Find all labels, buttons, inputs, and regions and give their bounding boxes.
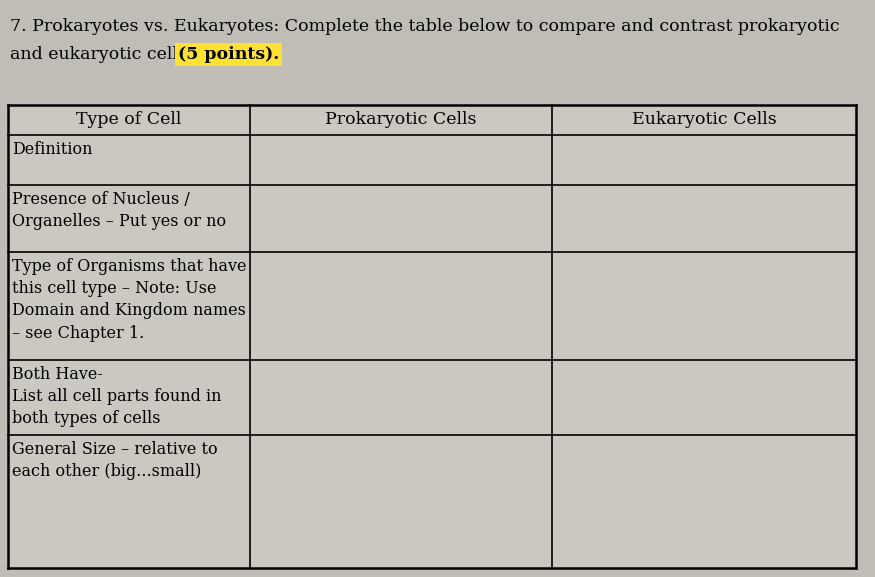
Text: Type of Cell: Type of Cell (76, 111, 181, 129)
Text: General Size – relative to
each other (big...small): General Size – relative to each other (b… (12, 441, 218, 480)
Text: and eukaryotic cells: and eukaryotic cells (10, 46, 192, 63)
Text: Definition: Definition (12, 141, 93, 158)
Text: Presence of Nucleus /
Organelles – Put yes or no: Presence of Nucleus / Organelles – Put y… (12, 191, 226, 230)
Text: (5 points).: (5 points). (178, 46, 279, 63)
Bar (8, 105, 856, 568)
Text: Both Have-
List all cell parts found in
both types of cells: Both Have- List all cell parts found in … (12, 366, 221, 428)
Text: Type of Organisms that have
this cell type – Note: Use
Domain and Kingdom names
: Type of Organisms that have this cell ty… (12, 258, 247, 342)
Text: 7. Prokaryotes vs. Eukaryotes: Complete the table below to compare and contrast : 7. Prokaryotes vs. Eukaryotes: Complete … (10, 18, 840, 35)
Text: Prokaryotic Cells: Prokaryotic Cells (326, 111, 477, 129)
Text: Eukaryotic Cells: Eukaryotic Cells (632, 111, 777, 129)
